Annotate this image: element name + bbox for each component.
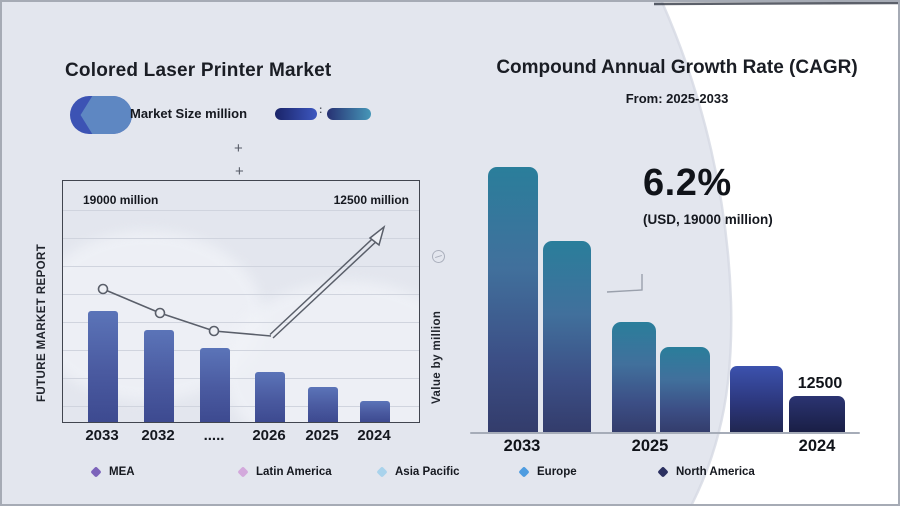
x-label-2033: 2033 [85, 427, 119, 444]
ratio-colon: : [319, 105, 323, 116]
gridline [63, 322, 419, 323]
market-size-label: Market Size million [130, 106, 248, 121]
right-chart-axis-line [470, 432, 860, 434]
x-label-2032: 2032 [141, 427, 175, 444]
gridline [63, 266, 419, 267]
market-size-chart: 19000 million 12500 million [62, 180, 420, 423]
trend-line-arrow [97, 224, 386, 339]
market-size-icon [70, 96, 132, 134]
left-chart-value-axis-label: Value by million [431, 310, 443, 404]
bar-2032 [144, 330, 174, 422]
legend-label: MEA [109, 466, 135, 478]
bar-2024 [360, 401, 390, 422]
legend-marker-icon [237, 466, 249, 478]
bar-value-label: 12500 [797, 375, 843, 392]
x-label-2026: 2026 [252, 427, 286, 444]
gridline [63, 378, 419, 379]
legend-item-asia-pacific: Asia Pacific [376, 466, 460, 478]
legend-marker-icon [518, 466, 530, 478]
left-chart-max-value: 19000 million [83, 193, 159, 207]
ratio-pill-right-icon [327, 108, 371, 120]
bar-..... [200, 348, 230, 422]
x-label-2025: 2025 [305, 427, 339, 444]
bar-2026 [255, 372, 285, 422]
left-chart-y-axis-label: FUTURE MARKET REPORT [36, 243, 48, 403]
left-chart-min-value: 12500 million [333, 193, 409, 207]
legend-label: Asia Pacific [395, 466, 460, 478]
market-size-icon-facet [80, 96, 132, 134]
legend-item-latin-america: Latin America [237, 466, 332, 478]
gridline [63, 210, 419, 211]
gridline [63, 294, 419, 295]
legend-label: North America [676, 466, 755, 478]
ratio-pill-left-icon [275, 108, 317, 120]
legend-marker-icon [657, 466, 669, 478]
cagr-usd-note: (USD, 19000 million) [643, 212, 773, 227]
plus-icon: + [234, 140, 243, 157]
gridline [63, 406, 419, 407]
bar-2025 [308, 387, 338, 422]
legend-label: Europe [537, 466, 577, 478]
legend-item-mea: MEA [90, 466, 135, 478]
legend-item-north-america: North America [657, 466, 755, 478]
left-chart-title: Colored Laser Printer Market [65, 60, 332, 81]
x-label-2024: 2024 [798, 437, 836, 455]
x-label-2024: 2024 [357, 427, 391, 444]
legend-marker-icon [376, 466, 388, 478]
x-label-2033: 2033 [503, 437, 541, 455]
legend-marker-icon [90, 466, 102, 478]
region-legend: MEA Latin America Asia Pacific Europe North … [2, 466, 898, 488]
bar-2033 [88, 311, 118, 422]
x-label-.....: ..... [203, 427, 225, 444]
legend-item-europe: Europe [518, 466, 577, 478]
x-label-2025: 2025 [631, 437, 669, 455]
gridline [63, 238, 419, 239]
right-chart-subtitle: From: 2025-2033 [625, 91, 729, 106]
legend-label: Latin America [256, 466, 332, 478]
right-chart-title: Compound Annual Growth Rate (CAGR) [496, 57, 858, 78]
cagr-value: 6.2% [643, 162, 732, 204]
plus-icon: + [235, 163, 244, 180]
gridline [63, 350, 419, 351]
